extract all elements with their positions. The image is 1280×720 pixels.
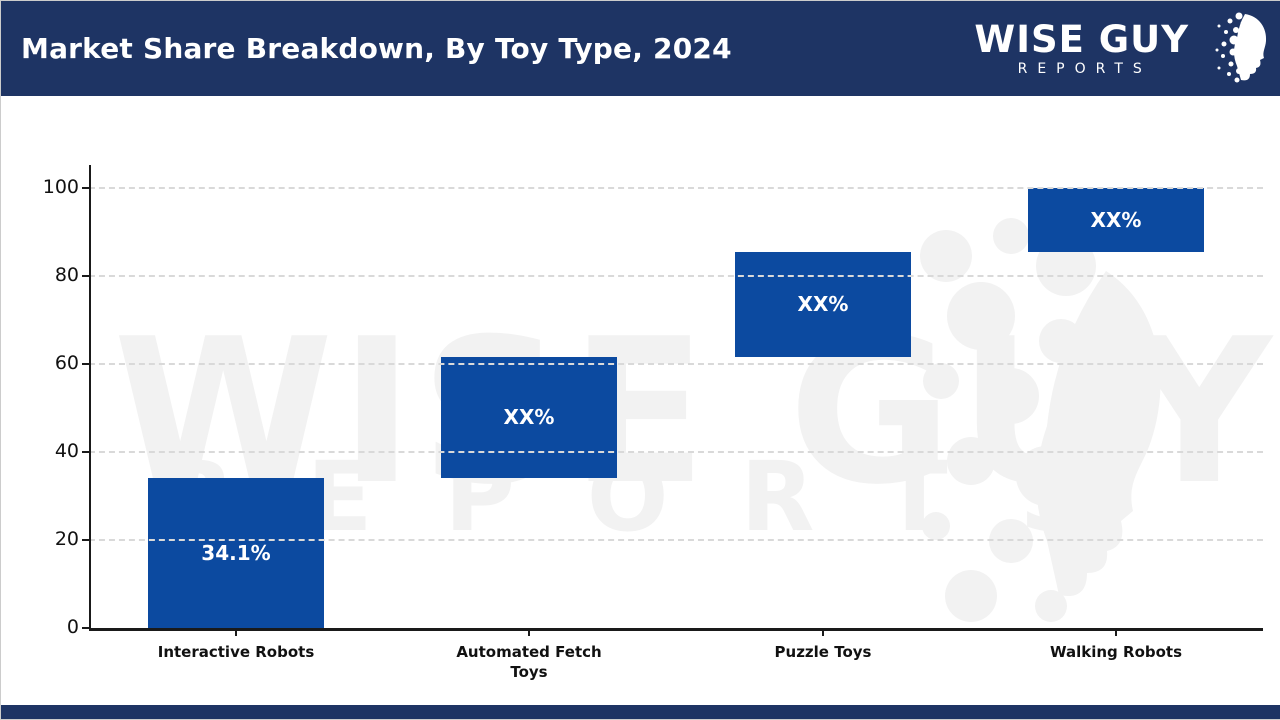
- bar-segment: 34.1%: [148, 477, 324, 628]
- y-axis-line: [89, 165, 91, 630]
- x-tick-mark: [822, 628, 824, 636]
- bar-segment: XX%: [735, 251, 911, 357]
- y-tick-mark: [82, 363, 89, 365]
- x-axis-line: [89, 628, 1263, 631]
- y-tick-label: 0: [66, 616, 79, 638]
- x-tick-mark: [528, 628, 530, 636]
- gridline: [89, 275, 1263, 277]
- bar-value-label: XX%: [503, 405, 555, 430]
- waterfall-chart: WISE GUY REPORTS 0 20 40 60 80 100 34.1% Intera…: [1, 96, 1280, 707]
- y-tick-label: 40: [54, 440, 79, 462]
- y-tick-mark: [82, 451, 89, 453]
- y-tick-label: 80: [54, 264, 79, 286]
- y-tick-mark: [82, 187, 89, 189]
- dotted-head-icon: [1215, 12, 1267, 82]
- chart-title: Market Share Breakdown, By Toy Type, 202…: [21, 32, 732, 65]
- y-tick-label: 100: [42, 176, 79, 198]
- logo-text: WISE GUY REPORTS: [974, 21, 1189, 77]
- y-tick-label: 60: [54, 352, 79, 374]
- bar-value-label: 34.1%: [201, 540, 271, 565]
- x-category-label: Automated Fetch Toys: [456, 643, 602, 682]
- bar-segment: XX%: [441, 356, 617, 478]
- y-tick-mark: [82, 539, 89, 541]
- bar-value-label: XX%: [797, 292, 849, 317]
- gridline: [89, 363, 1263, 365]
- wise-guy-reports-logo: WISE GUY REPORTS: [974, 8, 1280, 90]
- x-category-label: Puzzle Toys: [774, 643, 872, 661]
- gridline: [89, 451, 1263, 453]
- y-tick-label: 20: [54, 528, 79, 550]
- gridline: [89, 539, 1263, 541]
- y-tick-mark: [82, 275, 89, 277]
- x-category-label: Walking Robots: [1049, 643, 1183, 661]
- y-tick-mark: [82, 627, 89, 629]
- x-tick-mark: [235, 628, 237, 636]
- x-category-label: Interactive Robots: [157, 643, 315, 661]
- x-tick-mark: [1115, 628, 1117, 636]
- brand-header: Market Share Breakdown, By Toy Type, 202…: [1, 1, 1280, 96]
- bar-value-label: XX%: [1090, 207, 1142, 232]
- gridline: [89, 187, 1263, 189]
- bar-segment: XX%: [1028, 188, 1204, 252]
- logo-wordmark: WISE GUY: [974, 17, 1189, 61]
- logo-subtitle: REPORTS: [1017, 60, 1152, 77]
- brand-footer-strip: [1, 705, 1280, 719]
